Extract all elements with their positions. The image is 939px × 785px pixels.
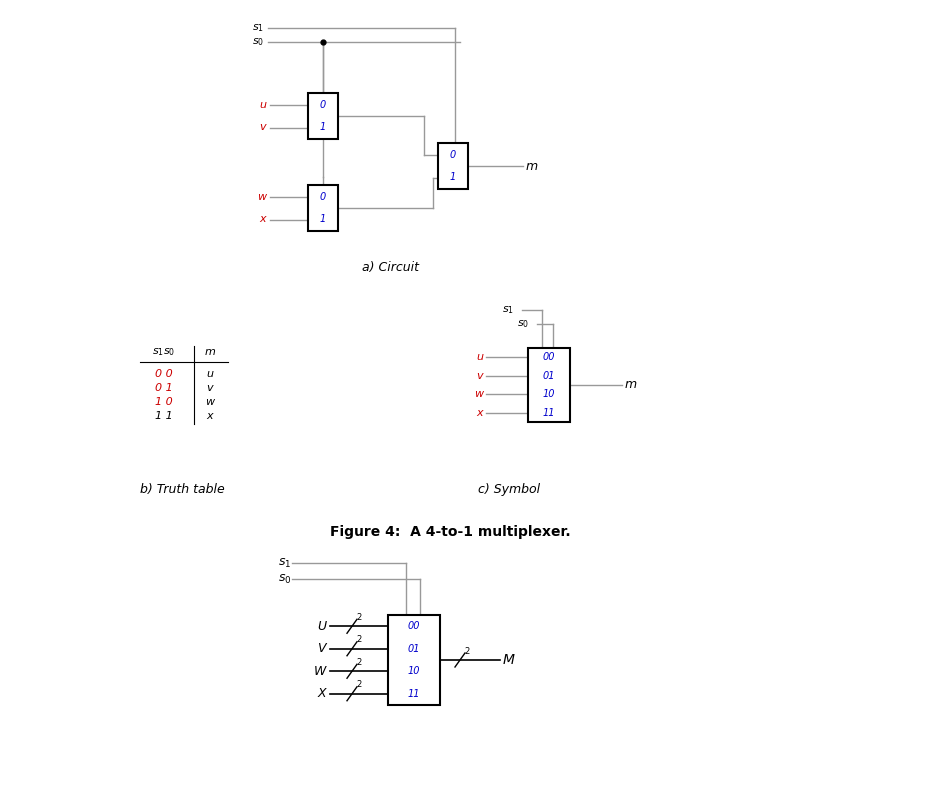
Text: 10: 10 bbox=[543, 389, 555, 400]
Text: $s_1$: $s_1$ bbox=[252, 22, 264, 34]
Text: x: x bbox=[476, 407, 483, 418]
Text: x: x bbox=[207, 411, 213, 421]
Text: c) Symbol: c) Symbol bbox=[478, 484, 540, 496]
Text: 11: 11 bbox=[408, 688, 421, 699]
Bar bbox=[308, 185, 338, 231]
Text: 1: 1 bbox=[320, 122, 326, 133]
Text: 2: 2 bbox=[356, 635, 362, 644]
Text: 1: 1 bbox=[450, 173, 456, 182]
Bar bbox=[438, 143, 468, 189]
Text: 00: 00 bbox=[543, 352, 555, 362]
Text: Figure 4:  A 4-to-1 multiplexer.: Figure 4: A 4-to-1 multiplexer. bbox=[330, 525, 570, 539]
Text: $s_1 s_0$: $s_1 s_0$ bbox=[152, 346, 176, 358]
Text: 0 1: 0 1 bbox=[155, 383, 173, 393]
Text: 1 1: 1 1 bbox=[155, 411, 173, 421]
Text: x: x bbox=[259, 214, 266, 225]
Text: $s_0$: $s_0$ bbox=[278, 572, 291, 586]
Text: $m$: $m$ bbox=[204, 347, 216, 357]
Text: 1 0: 1 0 bbox=[155, 397, 173, 407]
Text: 2: 2 bbox=[356, 658, 362, 666]
Text: V: V bbox=[317, 642, 326, 655]
Text: $s_1$: $s_1$ bbox=[278, 557, 291, 570]
Text: 1: 1 bbox=[320, 214, 326, 225]
Text: m: m bbox=[526, 159, 538, 173]
Text: 0 0: 0 0 bbox=[155, 369, 173, 379]
Text: 11: 11 bbox=[543, 407, 555, 418]
Text: $s_0$: $s_0$ bbox=[252, 36, 264, 48]
Text: $s_1$: $s_1$ bbox=[501, 304, 514, 316]
Text: $s_0$: $s_0$ bbox=[517, 318, 530, 330]
Text: 0: 0 bbox=[450, 149, 456, 159]
Text: b) Truth table: b) Truth table bbox=[140, 484, 224, 496]
Text: U: U bbox=[316, 619, 326, 633]
Text: 2: 2 bbox=[464, 647, 470, 655]
Bar bbox=[528, 348, 570, 422]
Text: v: v bbox=[259, 122, 266, 133]
Text: u: u bbox=[259, 100, 266, 109]
Text: w: w bbox=[257, 192, 266, 202]
Text: u: u bbox=[476, 352, 483, 362]
Text: 01: 01 bbox=[543, 371, 555, 381]
Text: M: M bbox=[503, 653, 515, 667]
Bar bbox=[308, 93, 338, 139]
Text: 0: 0 bbox=[320, 192, 326, 202]
Text: u: u bbox=[207, 369, 213, 379]
Text: v: v bbox=[207, 383, 213, 393]
Text: w: w bbox=[474, 389, 483, 400]
Text: 2: 2 bbox=[356, 681, 362, 689]
Text: 0: 0 bbox=[320, 100, 326, 109]
Text: 01: 01 bbox=[408, 644, 421, 654]
Text: m: m bbox=[625, 378, 638, 392]
Text: a) Circuit: a) Circuit bbox=[362, 261, 419, 275]
Bar bbox=[388, 615, 440, 705]
Text: X: X bbox=[317, 687, 326, 700]
Text: W: W bbox=[314, 665, 326, 677]
Text: v: v bbox=[476, 371, 483, 381]
Text: 2: 2 bbox=[356, 613, 362, 622]
Text: 00: 00 bbox=[408, 621, 421, 631]
Text: 10: 10 bbox=[408, 666, 421, 676]
Text: w: w bbox=[206, 397, 215, 407]
